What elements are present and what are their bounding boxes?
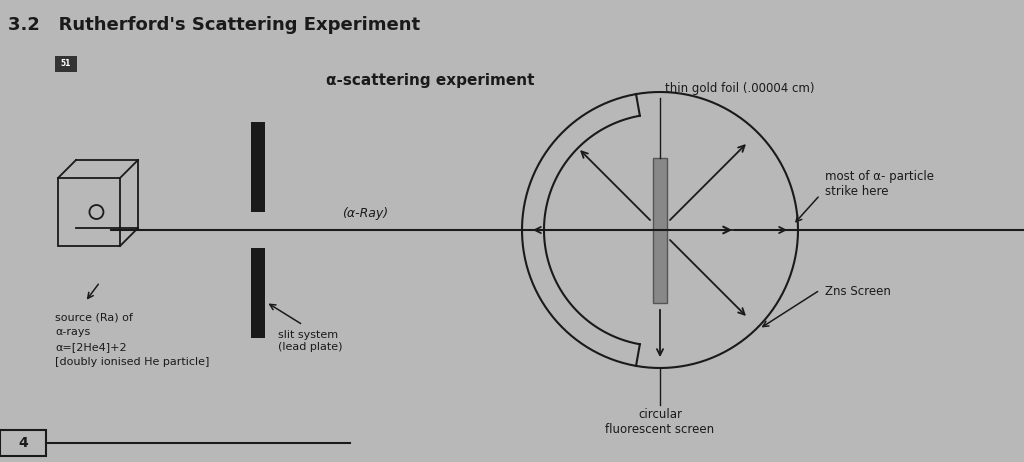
Text: [doubly ionised He particle]: [doubly ionised He particle] (55, 357, 209, 367)
Text: 4: 4 (18, 436, 28, 450)
Bar (251, 248, 265, 338)
Text: (α-Ray): (α-Ray) (342, 207, 388, 220)
Bar (0, 430, 46, 456)
Text: 3.2   Rutherford's Scattering Experiment: 3.2 Rutherford's Scattering Experiment (8, 16, 420, 34)
Bar (58, 178, 120, 246)
Bar (653, 158, 667, 303)
Text: α=[2He4]+2: α=[2He4]+2 (55, 342, 127, 352)
Text: source (Ra) of: source (Ra) of (55, 312, 133, 322)
Text: α-rays: α-rays (55, 327, 90, 337)
Text: thin gold foil (.00004 cm): thin gold foil (.00004 cm) (665, 82, 814, 95)
Text: slit system
(lead plate): slit system (lead plate) (278, 330, 342, 352)
Text: α-scattering experiment: α-scattering experiment (326, 73, 535, 88)
Text: most of α- particle
strike here: most of α- particle strike here (825, 170, 934, 198)
Bar (251, 122, 265, 212)
Text: circular
fluorescent screen: circular fluorescent screen (605, 408, 715, 436)
Bar (55, 56, 77, 72)
Text: 51: 51 (60, 60, 72, 68)
Text: Zns Screen: Zns Screen (825, 285, 891, 298)
